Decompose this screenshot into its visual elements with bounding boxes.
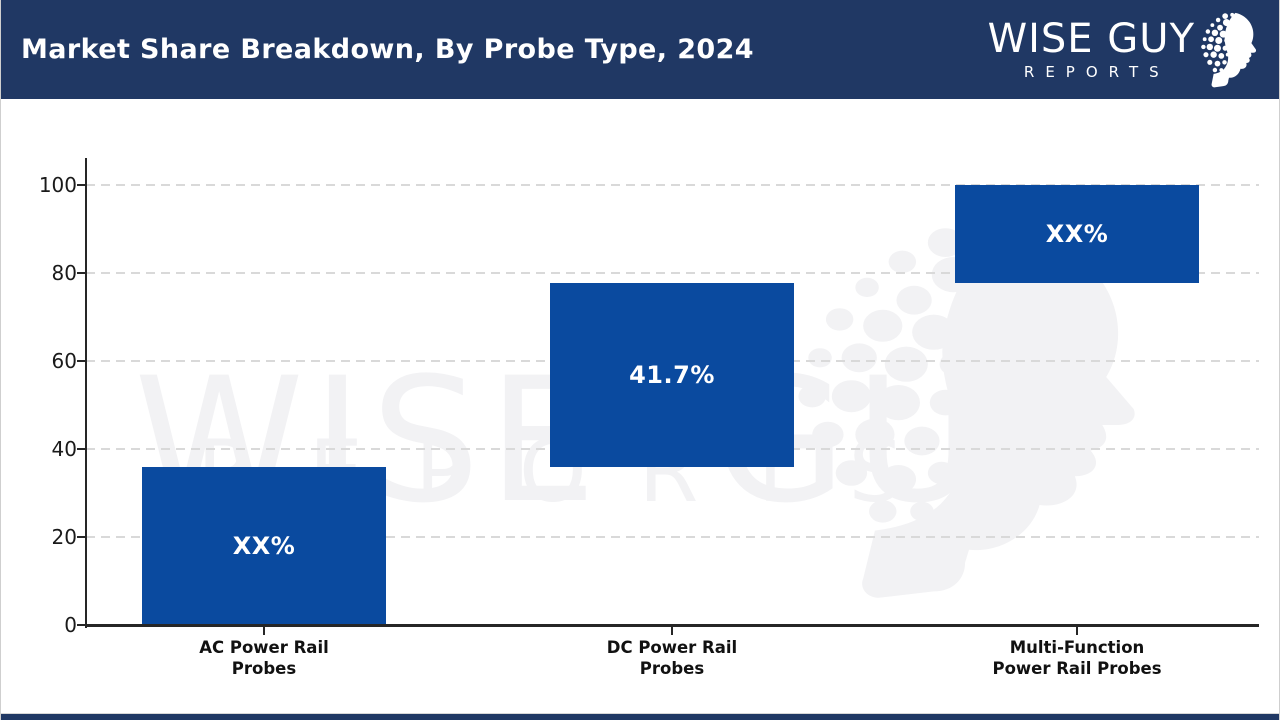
x-tick-label-ac: AC Power Rail Probes [199, 638, 329, 678]
logo-wordmark: WISE GUY [987, 15, 1195, 62]
wiseguy-head-icon [1201, 12, 1257, 88]
y-tick-mark-20 [77, 536, 85, 538]
y-tick-label-80: 80 [51, 261, 77, 285]
y-tick-mark-100 [77, 184, 85, 186]
bar-value-label: XX% [1045, 220, 1109, 249]
y-tick-mark-60 [77, 360, 85, 362]
bar-dc-power-rail-probes: 41.7% [550, 283, 794, 467]
x-tick-mark-0 [263, 627, 265, 635]
y-tick-label-60: 60 [51, 349, 77, 373]
gridline-100 [86, 184, 1259, 186]
x-tick-mark-2 [1076, 627, 1078, 635]
y-tick-label-0: 0 [64, 613, 77, 637]
x-tick-label-multi: Multi-Function Power Rail Probes [992, 638, 1162, 678]
y-tick-label-100: 100 [38, 173, 77, 197]
y-tick-mark-80 [77, 272, 85, 274]
bar-value-label: XX% [232, 531, 296, 560]
logo-tagline: REPORTS [1023, 62, 1170, 81]
x-tick-mark-1 [671, 627, 673, 635]
wiseguy-logo: WISE GUY REPORTS [988, 11, 1261, 88]
y-axis-line [85, 158, 87, 628]
footer-hairline [1, 713, 1279, 714]
gridline-20 [86, 536, 1259, 538]
footer-bar [1, 714, 1279, 720]
x-tick-label-dc: DC Power Rail Probes [606, 638, 738, 678]
bar-multi-function-power-rail-probes: XX% [955, 185, 1199, 284]
page-title: Market Share Breakdown, By Probe Type, 2… [21, 34, 754, 65]
header-banner: Market Share Breakdown, By Probe Type, 2… [1, 0, 1279, 99]
x-axis-line [85, 624, 1259, 627]
y-tick-mark-0 [77, 624, 85, 626]
bar-ac-power-rail-probes: XX% [142, 466, 386, 625]
gridline-80 [86, 272, 1259, 274]
y-tick-mark-40 [77, 448, 85, 450]
y-tick-label-20: 20 [51, 525, 77, 549]
y-tick-label-40: 40 [51, 437, 77, 461]
bar-value-label: 41.7% [629, 360, 715, 389]
